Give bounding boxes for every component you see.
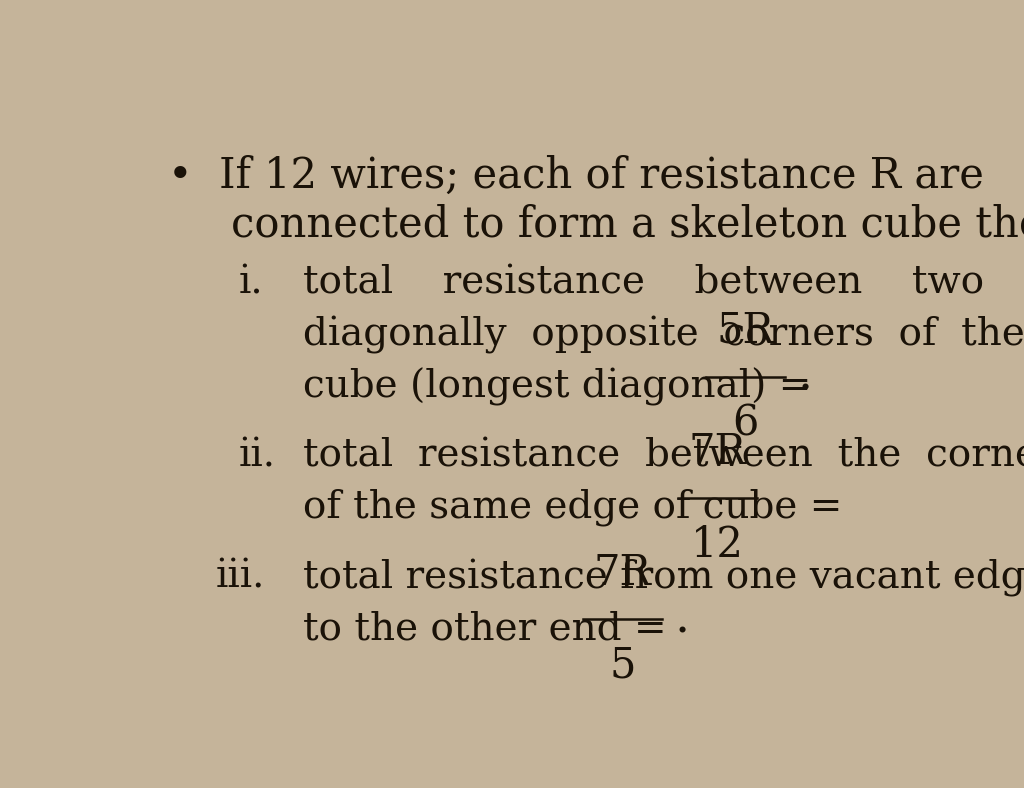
Text: ii.: ii.	[240, 437, 276, 474]
Text: 12: 12	[691, 523, 744, 566]
Text: •  If 12 wires; each of resistance R are: • If 12 wires; each of resistance R are	[168, 155, 984, 197]
Text: cube (longest diagonal) =: cube (longest diagonal) =	[303, 367, 811, 406]
Text: .: .	[675, 597, 690, 642]
Text: 5R: 5R	[717, 309, 774, 351]
Text: 7R: 7R	[689, 430, 746, 473]
Text: total  resistance  between  the  corners: total resistance between the corners	[303, 437, 1024, 474]
Text: 5: 5	[609, 645, 636, 687]
Text: of the same edge of cube =: of the same edge of cube =	[303, 489, 842, 526]
Text: 6: 6	[732, 402, 759, 444]
Text: to the other end =: to the other end =	[303, 610, 667, 647]
Text: 7R: 7R	[594, 552, 651, 594]
Text: connected to form a skeleton cube then: connected to form a skeleton cube then	[231, 204, 1024, 246]
Text: total resistance from one vacant edge: total resistance from one vacant edge	[303, 559, 1024, 597]
Text: total    resistance    between    two: total resistance between two	[303, 265, 984, 302]
Text: .: .	[798, 354, 813, 400]
Text: iii.: iii.	[215, 559, 264, 596]
Text: i.: i.	[240, 265, 264, 302]
Text: diagonally  opposite  corners  of  the: diagonally opposite corners of the	[303, 316, 1024, 354]
